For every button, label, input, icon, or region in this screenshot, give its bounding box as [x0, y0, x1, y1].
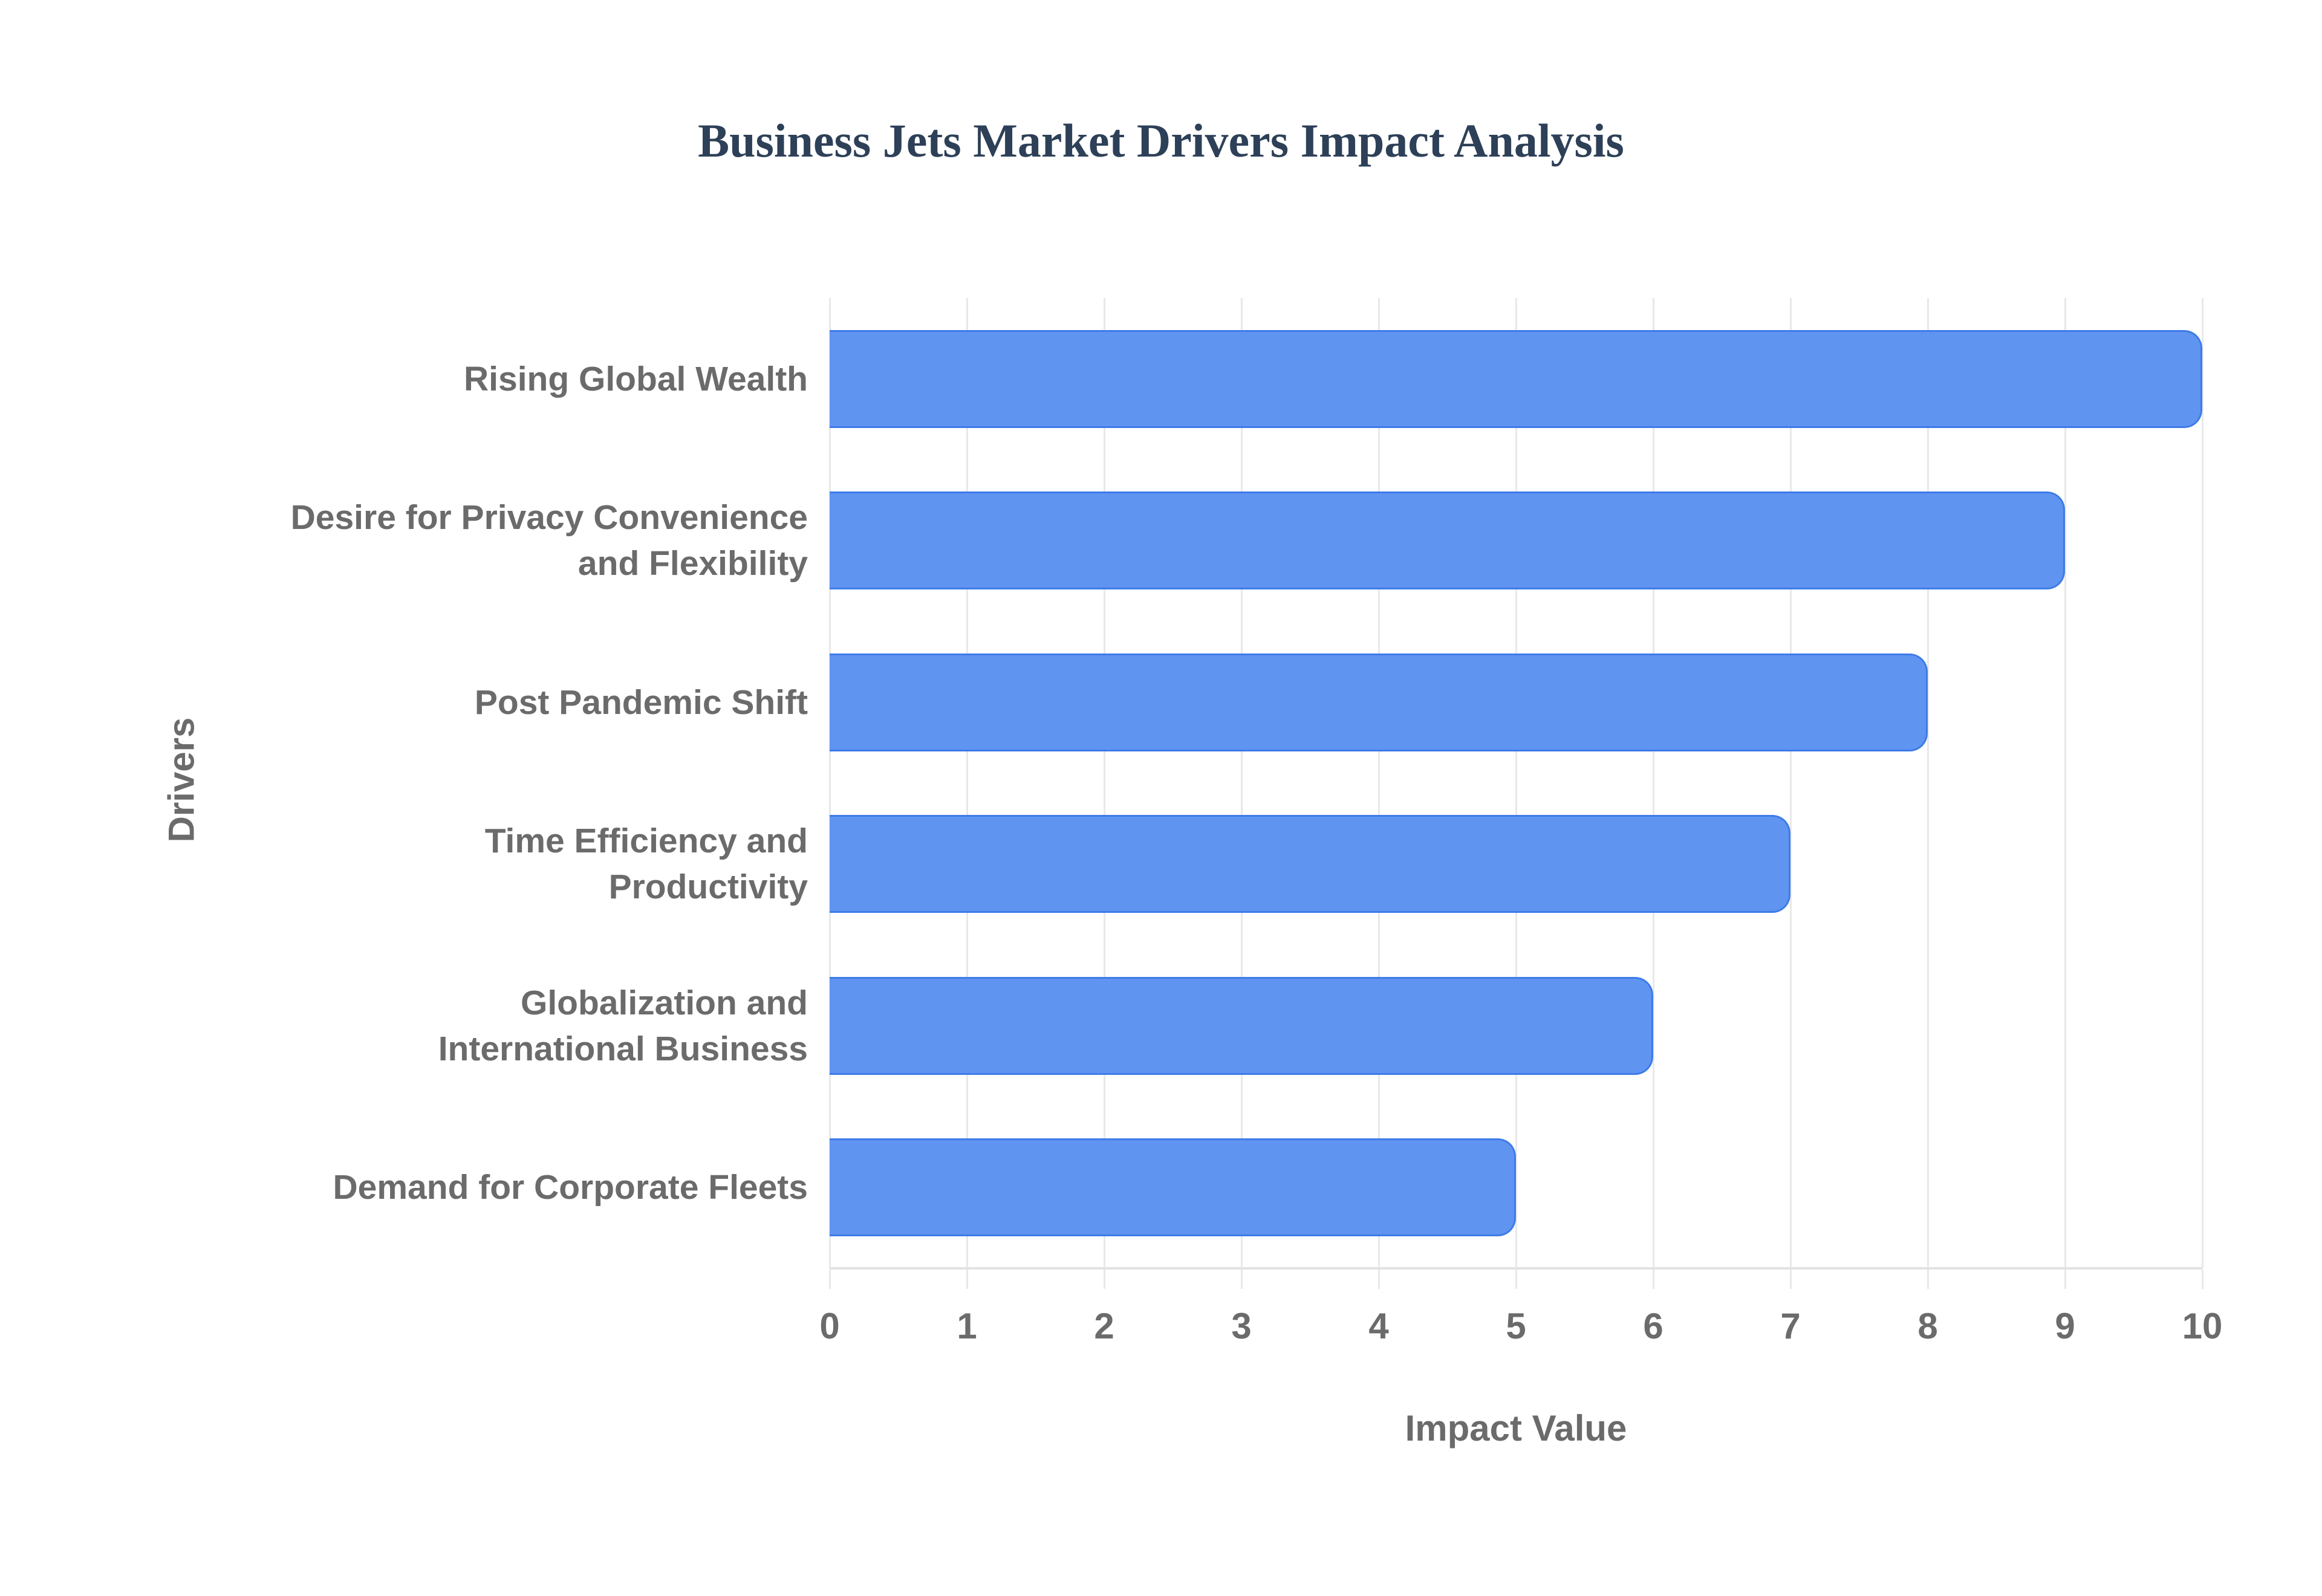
x-tick-label-10: 10	[2182, 1306, 2223, 1346]
bar-0	[830, 329, 2202, 428]
x-tick-mark-2	[1103, 1270, 1105, 1289]
category-labels-column: Rising Global Wealth Desire for Privacy C…	[73, 298, 808, 1268]
x-tick-label-1: 1	[957, 1306, 977, 1346]
chart-title: Business Jets Market Drivers Impact Anal…	[698, 114, 1624, 167]
x-tick-label-2: 2	[1094, 1306, 1114, 1346]
category-label-5: Demand for Corporate Fleets	[333, 1168, 808, 1207]
bar-5	[830, 1138, 1516, 1237]
x-tick-mark-5	[1515, 1270, 1517, 1289]
x-tick-label-4: 4	[1368, 1306, 1389, 1346]
bar-4	[830, 976, 1653, 1075]
x-tick-label-8: 8	[1917, 1306, 1938, 1346]
category-label-4: Globalization and International Business	[438, 983, 808, 1068]
bar-1	[830, 491, 2065, 590]
gridline-x-9	[2064, 298, 2066, 1268]
x-tick-label-0: 0	[819, 1306, 840, 1346]
category-label-3: Time Efficiency and Productivity	[484, 822, 808, 907]
x-tick-mark-1	[966, 1270, 968, 1289]
x-tick-mark-0	[828, 1270, 831, 1289]
category-label-0: Rising Global Wealth	[464, 359, 808, 398]
x-tick-mark-9	[2064, 1270, 2066, 1289]
gridline-x-7	[1789, 298, 1792, 1268]
x-tick-mark-8	[1927, 1270, 1929, 1289]
x-tick-mark-4	[1377, 1270, 1380, 1289]
x-tick-label-5: 5	[1506, 1306, 1526, 1346]
gridline-x-0	[828, 298, 831, 1268]
bar-2	[830, 653, 1928, 751]
category-label-1: Desire for Privacy Convenience and Flexib…	[290, 498, 808, 583]
x-tick-mark-6	[1652, 1270, 1654, 1289]
gridline-x-6	[1652, 298, 1654, 1268]
x-tick-label-3: 3	[1231, 1306, 1252, 1346]
gridline-x-5	[1515, 298, 1517, 1268]
gridline-x-8	[1927, 298, 1929, 1268]
plot-area	[828, 298, 2203, 1268]
gridline-x-3	[1240, 298, 1243, 1268]
x-axis-line	[830, 1267, 2202, 1270]
x-tick-label-9: 9	[2055, 1306, 2075, 1346]
gridline-x-4	[1377, 298, 1380, 1268]
gridline-x-1	[966, 298, 968, 1268]
gridline-x-10	[2201, 298, 2203, 1268]
category-label-2: Post Pandemic Shift	[474, 683, 808, 722]
bar-3	[830, 815, 1790, 913]
x-tick-mark-7	[1789, 1270, 1792, 1289]
x-tick-mark-10	[2201, 1270, 2203, 1289]
x-tick-label-7: 7	[1780, 1306, 1801, 1346]
gridline-x-2	[1103, 298, 1105, 1268]
x-tick-label-6: 6	[1643, 1306, 1663, 1346]
x-axis-title: Impact Value	[1405, 1408, 1627, 1448]
x-tick-mark-3	[1240, 1270, 1243, 1289]
